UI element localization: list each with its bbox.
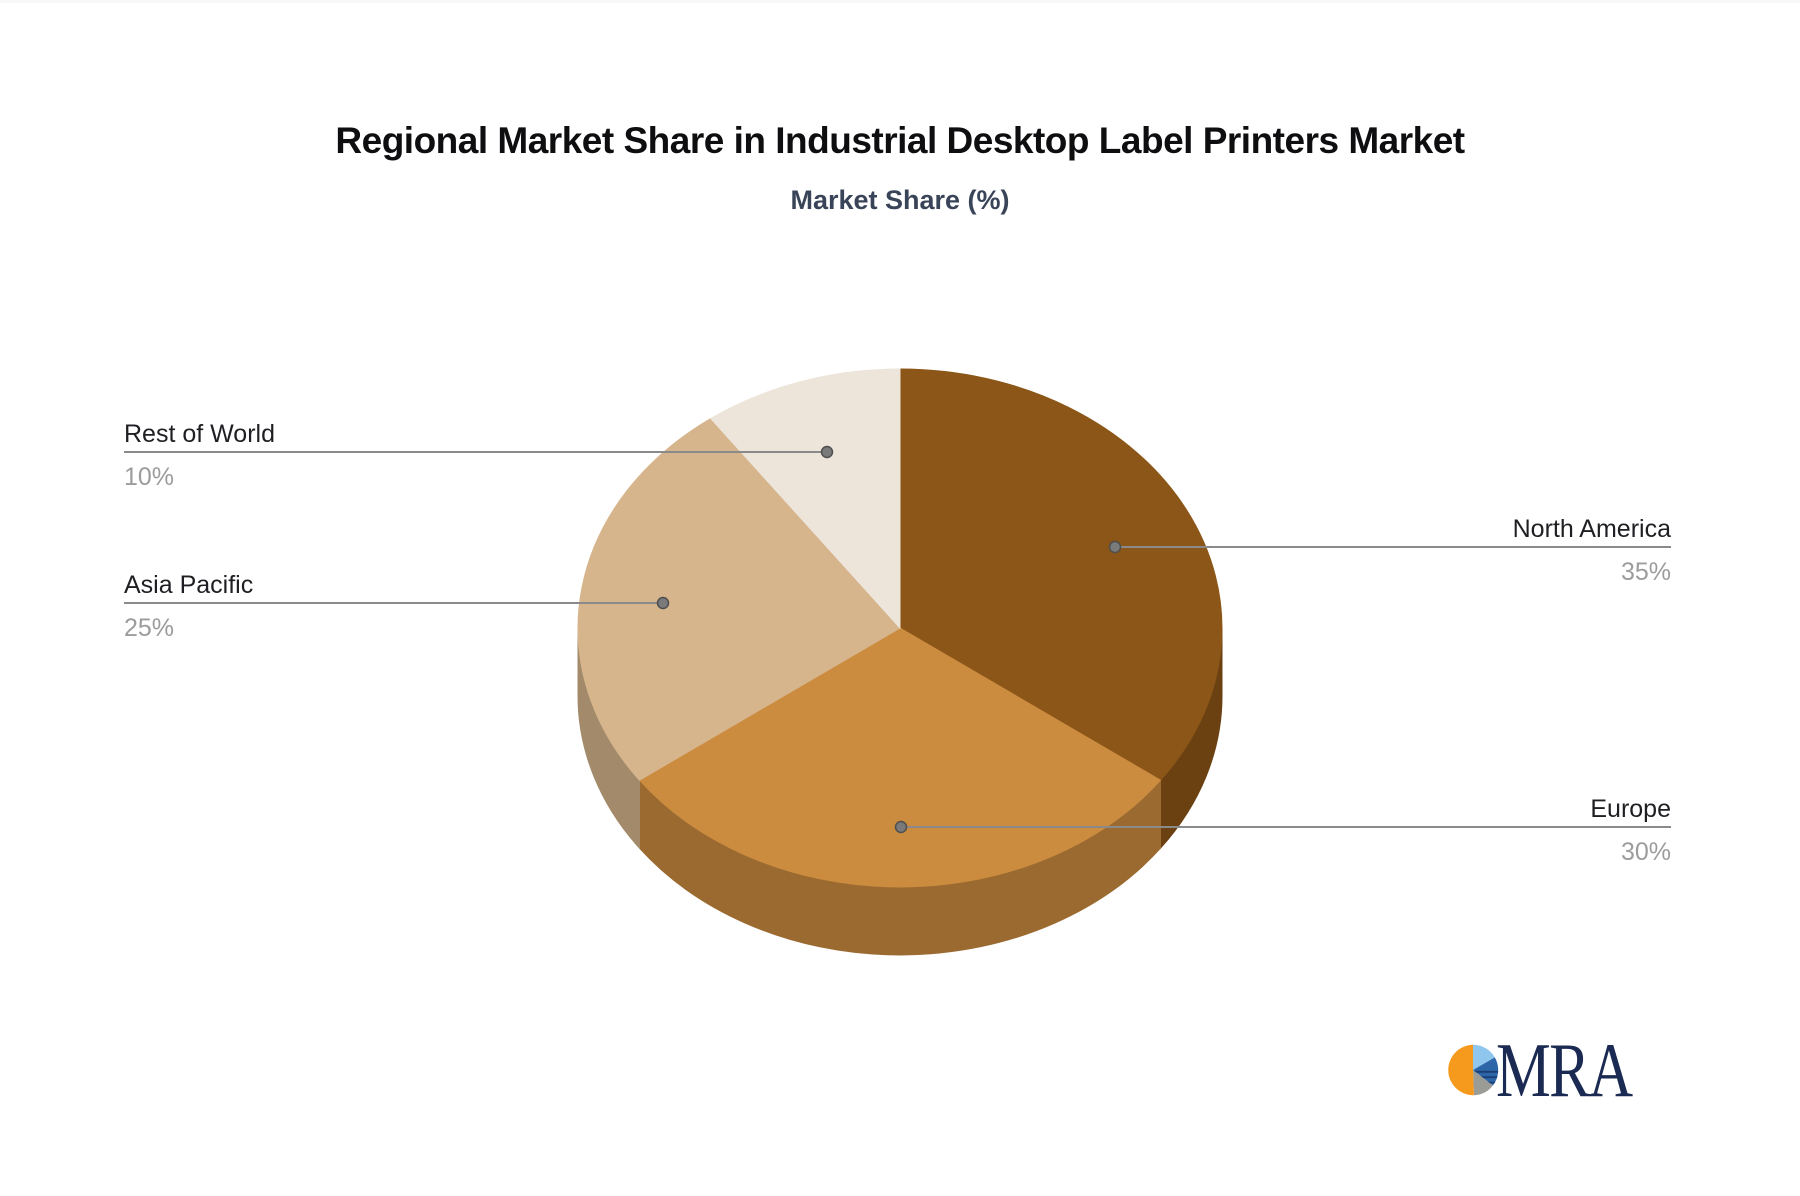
slice-label-asia-pacific: Asia Pacific 25% xyxy=(124,570,253,643)
slice-label-text: North America xyxy=(1512,515,1671,543)
slice-value-text: 10% xyxy=(124,463,175,491)
pie-slice-rest-of-world xyxy=(709,368,901,630)
leader-dot-asia-pacific xyxy=(656,596,670,610)
pie-slice-asia-pacific xyxy=(577,417,901,781)
brand-logo-text: MRA xyxy=(1496,1027,1633,1113)
chart-subtitle: Market Share (%) xyxy=(790,185,1010,215)
slice-value-text: 25% xyxy=(124,614,175,642)
pie-slice-north-america xyxy=(899,368,1223,781)
leader-dot-rest-of-world xyxy=(820,445,834,459)
slice-value-text: 30% xyxy=(1620,838,1671,866)
slice-label-rest-of-world: Rest of World 10% xyxy=(124,419,275,492)
chart-title: Regional Market Share in Industrial Desk… xyxy=(335,120,1465,161)
slice-label-europe: Europe 30% xyxy=(1590,794,1671,867)
brand-logo: MRA xyxy=(1446,1027,1665,1113)
logo-icon-slice-2 xyxy=(1473,1070,1493,1096)
leader-dot-europe xyxy=(894,820,908,834)
slice-label-text: Asia Pacific xyxy=(124,571,254,599)
leader-dot-north-america xyxy=(1108,540,1122,554)
brand-logo-pie-icon xyxy=(1448,1044,1499,1096)
top-strip xyxy=(0,0,1800,3)
logo-icon-slice-0 xyxy=(1473,1044,1495,1070)
slice-value-text: 35% xyxy=(1620,558,1671,586)
slice-label-north-america: North America 35% xyxy=(1513,514,1671,587)
slice-label-text: Europe xyxy=(1590,795,1671,823)
logo-icon-slice-3 xyxy=(1448,1044,1474,1096)
slice-label-text: Rest of World xyxy=(124,420,275,448)
